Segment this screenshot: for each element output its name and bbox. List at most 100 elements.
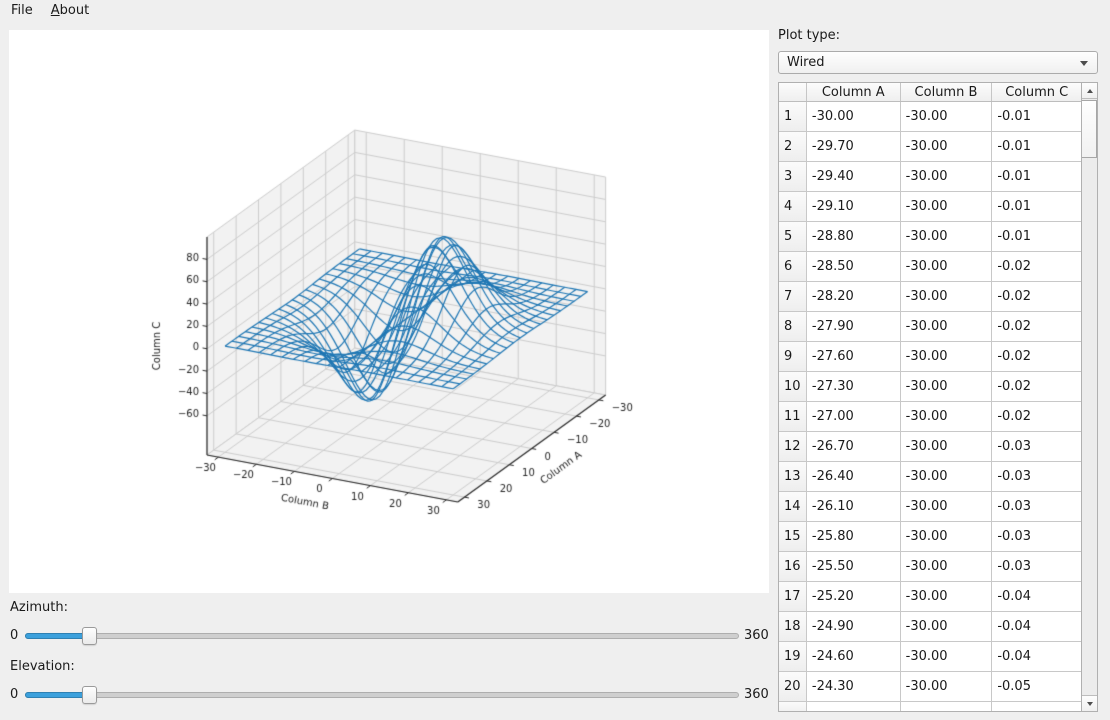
table-cell[interactable]: -30.00 bbox=[900, 222, 993, 252]
table-cell[interactable]: -0.02 bbox=[992, 312, 1082, 342]
row-number-header[interactable]: 17 bbox=[779, 582, 807, 612]
table-cell[interactable]: -0.05 bbox=[992, 672, 1082, 702]
table-cell[interactable]: -0.04 bbox=[992, 612, 1082, 642]
table-cell[interactable]: -0.03 bbox=[992, 432, 1082, 462]
table-cell[interactable]: -26.40 bbox=[806, 462, 901, 492]
table-row[interactable]: 16 -25.50 -30.00 -0.03 bbox=[779, 552, 1082, 582]
row-number-header[interactable]: 5 bbox=[779, 222, 807, 252]
table-cell[interactable]: -0.01 bbox=[992, 132, 1082, 162]
plot-type-combobox[interactable]: Wired bbox=[778, 51, 1098, 74]
table-cell[interactable]: -30.00 bbox=[900, 282, 993, 312]
table-cell[interactable]: -0.02 bbox=[992, 342, 1082, 372]
table-row[interactable]: 17 -25.20 -30.00 -0.04 bbox=[779, 582, 1082, 612]
table-cell[interactable]: -30.00 bbox=[900, 402, 993, 432]
table-cell[interactable]: -30.00 bbox=[900, 642, 993, 672]
table-cell[interactable]: -0.02 bbox=[992, 252, 1082, 282]
table-cell[interactable]: -0.01 bbox=[992, 222, 1082, 252]
table-cell[interactable]: -27.60 bbox=[806, 342, 901, 372]
table-corner-header[interactable] bbox=[779, 83, 807, 101]
table-cell[interactable]: -0.03 bbox=[992, 492, 1082, 522]
table-cell[interactable]: -26.10 bbox=[806, 492, 901, 522]
elevation-slider-track[interactable] bbox=[25, 692, 739, 698]
row-number-header[interactable]: 15 bbox=[779, 522, 807, 552]
table-row-partial[interactable] bbox=[779, 702, 1082, 711]
row-number-header[interactable]: 19 bbox=[779, 642, 807, 672]
table-row[interactable]: 2 -29.70 -30.00 -0.01 bbox=[779, 132, 1082, 162]
table-row[interactable]: 6 -28.50 -30.00 -0.02 bbox=[779, 252, 1082, 282]
row-number-header[interactable]: 4 bbox=[779, 192, 807, 222]
scrollbar-thumb[interactable] bbox=[1082, 100, 1097, 158]
row-number-header[interactable]: 7 bbox=[779, 282, 807, 312]
table-cell[interactable]: -28.20 bbox=[806, 282, 901, 312]
table-cell[interactable]: -25.50 bbox=[806, 552, 901, 582]
table-row[interactable]: 19 -24.60 -30.00 -0.04 bbox=[779, 642, 1082, 672]
table-cell[interactable]: -25.80 bbox=[806, 522, 901, 552]
table-cell[interactable]: -0.03 bbox=[992, 552, 1082, 582]
table-cell[interactable]: -0.04 bbox=[992, 582, 1082, 612]
row-number-header[interactable]: 1 bbox=[779, 102, 807, 132]
table-cell[interactable]: -30.00 bbox=[900, 552, 993, 582]
table-cell[interactable]: -27.00 bbox=[806, 402, 901, 432]
elevation-slider-handle[interactable] bbox=[82, 686, 97, 704]
row-number-header[interactable]: 9 bbox=[779, 342, 807, 372]
vertical-scrollbar[interactable] bbox=[1081, 83, 1097, 711]
table-cell[interactable]: -24.90 bbox=[806, 612, 901, 642]
column-header[interactable]: Column A bbox=[807, 83, 901, 101]
table-row[interactable]: 18 -24.90 -30.00 -0.04 bbox=[779, 612, 1082, 642]
row-number-header[interactable]: 14 bbox=[779, 492, 807, 522]
table-cell[interactable]: -30.00 bbox=[900, 582, 993, 612]
table-cell[interactable]: -24.60 bbox=[806, 642, 901, 672]
table-cell[interactable]: -30.00 bbox=[900, 192, 993, 222]
table-row[interactable]: 14 -26.10 -30.00 -0.03 bbox=[779, 492, 1082, 522]
table-cell[interactable]: -0.03 bbox=[992, 462, 1082, 492]
table-cell[interactable]: -30.00 bbox=[900, 312, 993, 342]
azimuth-slider-handle[interactable] bbox=[82, 627, 97, 645]
table-cell[interactable]: -0.03 bbox=[992, 522, 1082, 552]
row-number-header[interactable]: 18 bbox=[779, 612, 807, 642]
scroll-up-button[interactable] bbox=[1082, 83, 1097, 99]
row-number-header[interactable]: 2 bbox=[779, 132, 807, 162]
table-row[interactable]: 5 -28.80 -30.00 -0.01 bbox=[779, 222, 1082, 252]
table-row[interactable]: 7 -28.20 -30.00 -0.02 bbox=[779, 282, 1082, 312]
table-cell[interactable]: -30.00 bbox=[900, 612, 993, 642]
row-number-header[interactable]: 8 bbox=[779, 312, 807, 342]
table-row[interactable]: 15 -25.80 -30.00 -0.03 bbox=[779, 522, 1082, 552]
table-cell[interactable]: -25.20 bbox=[806, 582, 901, 612]
table-cell[interactable]: -29.40 bbox=[806, 162, 901, 192]
scroll-down-button[interactable] bbox=[1082, 695, 1097, 711]
elevation-slider[interactable] bbox=[25, 685, 739, 705]
table-cell[interactable]: -30.00 bbox=[900, 162, 993, 192]
table-cell[interactable]: -26.70 bbox=[806, 432, 901, 462]
table-row[interactable]: 13 -26.40 -30.00 -0.03 bbox=[779, 462, 1082, 492]
table-cell[interactable]: -0.01 bbox=[992, 102, 1082, 132]
row-number-header[interactable]: 11 bbox=[779, 402, 807, 432]
table-cell[interactable]: -0.02 bbox=[992, 402, 1082, 432]
table-cell[interactable]: -29.10 bbox=[806, 192, 901, 222]
table-cell[interactable]: -30.00 bbox=[900, 102, 993, 132]
table-cell[interactable]: -30.00 bbox=[900, 252, 993, 282]
table-cell[interactable]: -30.00 bbox=[900, 672, 993, 702]
table-cell[interactable]: -27.90 bbox=[806, 312, 901, 342]
menu-item-file[interactable]: File bbox=[11, 3, 33, 18]
azimuth-slider[interactable] bbox=[25, 626, 739, 646]
table-cell[interactable]: -30.00 bbox=[900, 492, 993, 522]
table-row[interactable]: 20 -24.30 -30.00 -0.05 bbox=[779, 672, 1082, 702]
column-header[interactable]: Column B bbox=[901, 83, 993, 101]
table-cell[interactable]: -30.00 bbox=[900, 132, 993, 162]
row-number-header[interactable]: 3 bbox=[779, 162, 807, 192]
table-cell[interactable]: -0.01 bbox=[992, 192, 1082, 222]
row-number-header[interactable]: 16 bbox=[779, 552, 807, 582]
table-row[interactable]: 4 -29.10 -30.00 -0.01 bbox=[779, 192, 1082, 222]
table-cell[interactable]: -27.30 bbox=[806, 372, 901, 402]
table-cell[interactable]: -30.00 bbox=[900, 342, 993, 372]
table-cell[interactable]: -30.00 bbox=[900, 522, 993, 552]
row-number-header[interactable]: 12 bbox=[779, 432, 807, 462]
table-cell[interactable]: -24.30 bbox=[806, 672, 901, 702]
table-cell[interactable]: -30.00 bbox=[900, 462, 993, 492]
table-cell[interactable]: -28.50 bbox=[806, 252, 901, 282]
table-row[interactable]: 11 -27.00 -30.00 -0.02 bbox=[779, 402, 1082, 432]
table-cell[interactable]: -0.02 bbox=[992, 372, 1082, 402]
table-cell[interactable]: -28.80 bbox=[806, 222, 901, 252]
table-row[interactable]: 10 -27.30 -30.00 -0.02 bbox=[779, 372, 1082, 402]
table-cell[interactable]: -0.01 bbox=[992, 162, 1082, 192]
